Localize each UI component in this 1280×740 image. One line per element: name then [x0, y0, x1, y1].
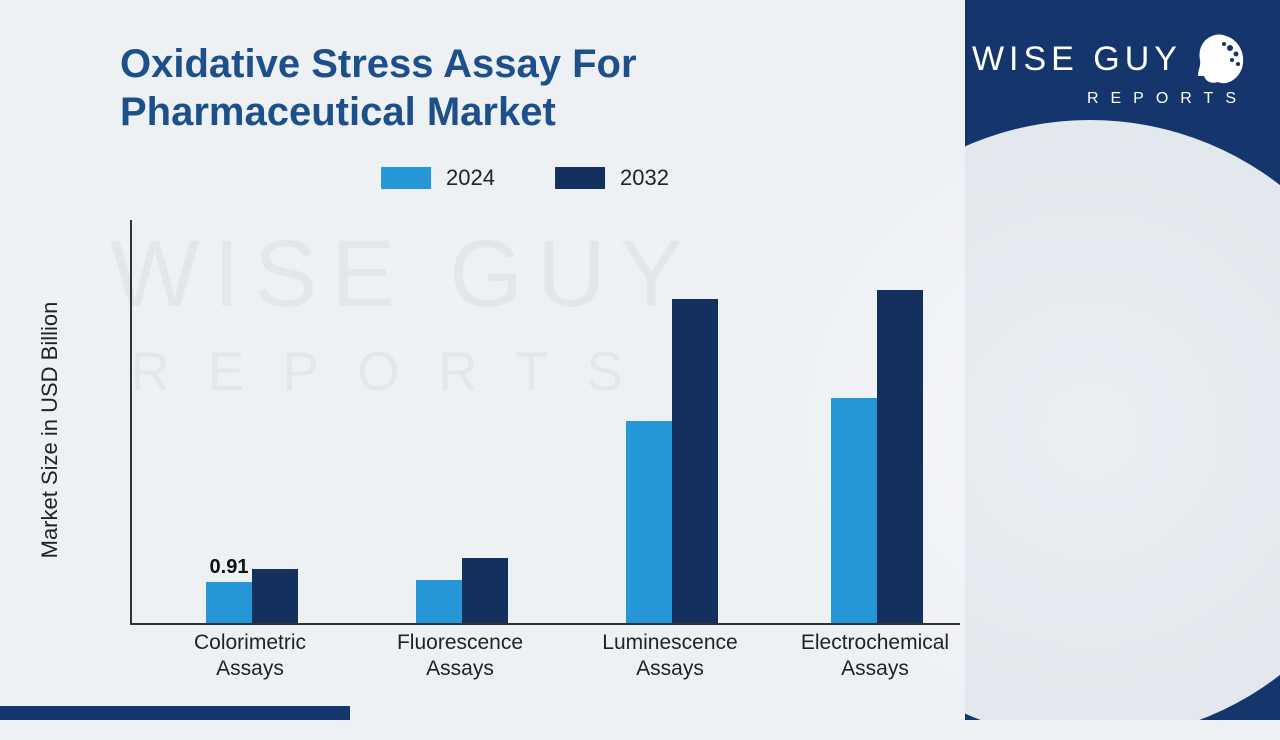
bar [252, 569, 298, 623]
bar [831, 398, 877, 623]
logo-main-text: WISE GUY [972, 40, 1182, 79]
x-axis-label: FluorescenceAssays [375, 630, 545, 683]
bar-group: 0.91 [177, 569, 327, 623]
chart-area: Market Size in USD Billion 2024 2032 0.9… [90, 165, 960, 695]
bar-value-label: 0.91 [210, 556, 249, 579]
brand-logo: WISE GUY REPORTS [972, 30, 1250, 108]
legend-swatch-2032 [555, 167, 605, 189]
legend-label-2032: 2032 [620, 165, 669, 191]
bar: 0.91 [206, 582, 252, 623]
x-axis-label: ColorimetricAssays [165, 630, 335, 683]
y-axis-label: Market Size in USD Billion [37, 302, 63, 559]
plot-region: 0.91 [130, 220, 960, 625]
bar [462, 558, 508, 623]
bar-group [597, 299, 747, 623]
legend: 2024 2032 [381, 165, 669, 191]
chart-title: Oxidative Stress Assay For Pharmaceutica… [120, 40, 770, 136]
x-axis-labels: ColorimetricAssays FluorescenceAssays Lumi… [130, 630, 960, 690]
bar [416, 580, 462, 623]
legend-item-2024: 2024 [381, 165, 495, 191]
x-axis-label: ElectrochemicalAssays [790, 630, 960, 683]
x-axis-label: LuminescenceAssays [585, 630, 755, 683]
bar-group [387, 558, 537, 623]
bottom-accent-bar [0, 706, 350, 720]
legend-item-2032: 2032 [555, 165, 669, 191]
legend-swatch-2024 [381, 167, 431, 189]
logo-sub-text: REPORTS [972, 90, 1248, 108]
legend-label-2024: 2024 [446, 165, 495, 191]
bar [877, 290, 923, 623]
bar-group [802, 290, 952, 623]
head-icon [1192, 30, 1250, 88]
bar [672, 299, 718, 623]
bar [626, 421, 672, 624]
